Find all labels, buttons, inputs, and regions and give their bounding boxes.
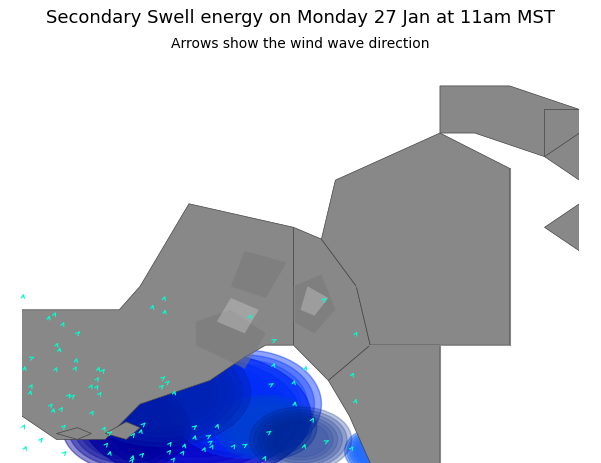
Ellipse shape bbox=[81, 351, 311, 463]
Ellipse shape bbox=[102, 363, 290, 463]
Polygon shape bbox=[440, 87, 579, 181]
Ellipse shape bbox=[219, 398, 312, 457]
Ellipse shape bbox=[80, 396, 172, 459]
Ellipse shape bbox=[96, 353, 226, 432]
Ellipse shape bbox=[258, 413, 343, 463]
Polygon shape bbox=[217, 298, 258, 334]
Ellipse shape bbox=[175, 355, 314, 453]
Ellipse shape bbox=[112, 369, 279, 463]
Polygon shape bbox=[300, 287, 328, 316]
Ellipse shape bbox=[254, 410, 347, 463]
Ellipse shape bbox=[182, 360, 308, 448]
Polygon shape bbox=[545, 204, 579, 251]
Polygon shape bbox=[22, 204, 293, 439]
Ellipse shape bbox=[352, 436, 389, 463]
Ellipse shape bbox=[91, 357, 300, 463]
Polygon shape bbox=[196, 310, 266, 369]
Polygon shape bbox=[328, 345, 440, 463]
Ellipse shape bbox=[189, 365, 300, 444]
Ellipse shape bbox=[91, 404, 161, 451]
Ellipse shape bbox=[63, 385, 190, 463]
Ellipse shape bbox=[233, 407, 298, 448]
Polygon shape bbox=[231, 251, 287, 298]
Polygon shape bbox=[105, 422, 140, 439]
Ellipse shape bbox=[133, 381, 258, 451]
Ellipse shape bbox=[356, 439, 384, 463]
Polygon shape bbox=[293, 228, 370, 381]
Polygon shape bbox=[56, 428, 91, 439]
Ellipse shape bbox=[347, 432, 394, 463]
Ellipse shape bbox=[263, 416, 338, 463]
Ellipse shape bbox=[112, 363, 210, 422]
Ellipse shape bbox=[80, 344, 242, 441]
Ellipse shape bbox=[68, 388, 185, 463]
Ellipse shape bbox=[74, 393, 178, 463]
Ellipse shape bbox=[203, 375, 287, 434]
Ellipse shape bbox=[215, 395, 317, 460]
Ellipse shape bbox=[168, 350, 322, 458]
Polygon shape bbox=[545, 110, 579, 157]
Ellipse shape bbox=[344, 430, 396, 463]
Ellipse shape bbox=[268, 419, 333, 460]
Ellipse shape bbox=[85, 400, 167, 455]
Ellipse shape bbox=[224, 401, 308, 454]
Ellipse shape bbox=[273, 422, 328, 457]
Polygon shape bbox=[322, 134, 510, 345]
Ellipse shape bbox=[72, 338, 251, 446]
Ellipse shape bbox=[249, 407, 352, 463]
Ellipse shape bbox=[228, 404, 303, 451]
Ellipse shape bbox=[123, 375, 269, 457]
Polygon shape bbox=[293, 275, 335, 334]
Ellipse shape bbox=[196, 370, 293, 438]
Text: Secondary Swell energy on Monday 27 Jan at 11am MST: Secondary Swell energy on Monday 27 Jan … bbox=[46, 9, 555, 27]
Ellipse shape bbox=[88, 348, 234, 437]
Ellipse shape bbox=[349, 434, 391, 463]
Ellipse shape bbox=[104, 358, 218, 427]
Ellipse shape bbox=[354, 438, 386, 463]
Text: Arrows show the wind wave direction: Arrows show the wind wave direction bbox=[171, 37, 430, 51]
Ellipse shape bbox=[238, 410, 293, 445]
